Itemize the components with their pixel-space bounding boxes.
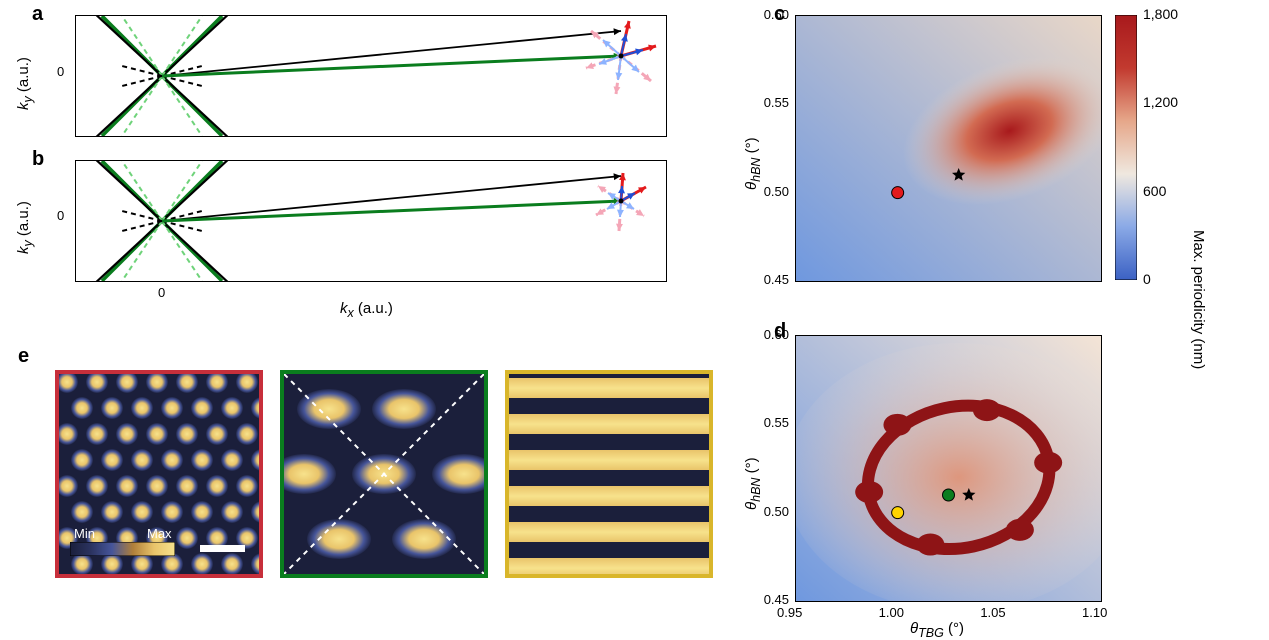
panel-e-scalebar xyxy=(200,545,245,552)
panel-b-ytick-0: 0 xyxy=(57,208,64,223)
panel-c-svg xyxy=(796,16,1101,281)
panel-b-box xyxy=(75,160,667,282)
panel-d-xlabel: θTBG (°) xyxy=(910,620,964,640)
panel-e-mini-colorbar xyxy=(70,542,175,556)
panel-a-svg xyxy=(76,16,666,136)
panel-a-ytick-0: 0 xyxy=(57,64,64,79)
panel-e-mini-colorbar-svg xyxy=(70,542,175,556)
colorbar xyxy=(1115,15,1137,280)
panel-d-svg xyxy=(796,336,1101,601)
panel-e-yellow xyxy=(505,370,713,578)
panel-a-ylabel: ky (a.u.) xyxy=(15,57,35,110)
panel-b-xtick-0: 0 xyxy=(158,285,165,300)
panel-b-ylabel: ky (a.u.) xyxy=(15,201,35,254)
panel-d-heatmap xyxy=(795,335,1102,602)
panel-b-xlabel: kx (a.u.) xyxy=(340,300,393,320)
panel-e-yellow-svg xyxy=(509,374,709,574)
panel-e-green-svg xyxy=(284,374,484,574)
panel-a-box xyxy=(75,15,667,137)
panel-c-ylabel: θhBN (°) xyxy=(743,137,763,190)
panel-e-green xyxy=(280,370,488,578)
label-a: a xyxy=(32,3,43,26)
panel-e-min-label: Min xyxy=(74,526,95,541)
colorbar-svg xyxy=(1115,15,1137,280)
label-b: b xyxy=(32,148,44,171)
panel-b-svg xyxy=(76,161,666,281)
figure-root: a 0 ky (a.u.) b 0 0 ky (a.u.) kx (a.u.) … xyxy=(0,0,1269,640)
panel-d-ylabel: θhBN (°) xyxy=(743,457,763,510)
label-e: e xyxy=(18,345,29,368)
panel-c-heatmap xyxy=(795,15,1102,282)
colorbar-title: Max. periodicity (nm) xyxy=(1190,230,1207,369)
panel-e-max-label: Max xyxy=(147,526,172,541)
